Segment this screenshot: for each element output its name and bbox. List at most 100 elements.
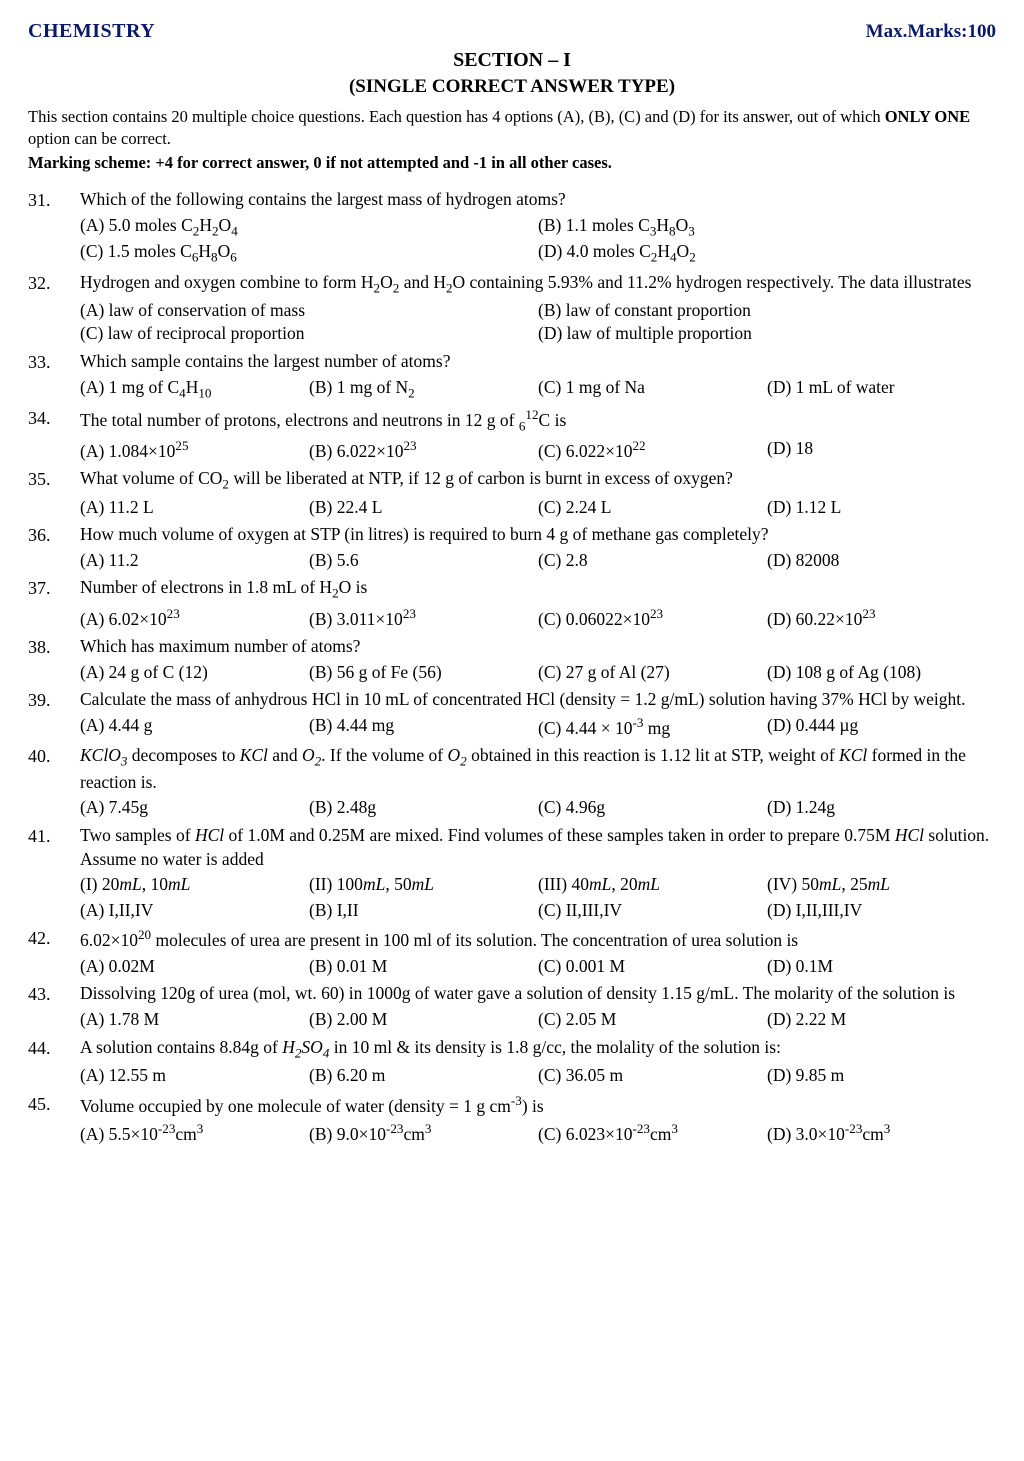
question-text: Which has maximum number of atoms? xyxy=(80,635,996,659)
option[interactable]: (C) 4.96g xyxy=(538,796,767,820)
question-number: 41. xyxy=(28,824,80,923)
option[interactable]: (D) 1.24g xyxy=(767,796,996,820)
option[interactable]: (B) 1 mg of N2 xyxy=(309,376,538,402)
question-body: Which of the following contains the larg… xyxy=(80,188,996,266)
section-title: SECTION – I xyxy=(28,47,996,74)
question: 41.Two samples of HCl of 1.0M and 0.25M … xyxy=(28,824,996,923)
subrow-cell: (IV) 50mL, 25mL xyxy=(767,873,996,897)
option[interactable]: (A) 1.084×1025 xyxy=(80,437,309,463)
option[interactable]: (A) 7.45g xyxy=(80,796,309,820)
option[interactable]: (A) 11.2 L xyxy=(80,496,309,520)
option[interactable]: (C) II,III,IV xyxy=(538,899,767,923)
question-body: Two samples of HCl of 1.0M and 0.25M are… xyxy=(80,824,996,923)
option[interactable]: (A) law of conservation of mass xyxy=(80,299,538,323)
option[interactable]: (A) 5.5×10-23cm3 xyxy=(80,1120,309,1146)
subrow-cell: (I) 20mL, 10mL xyxy=(80,873,309,897)
max-marks: Max.Marks:100 xyxy=(866,19,996,45)
question-body: Which has maximum number of atoms?(A) 24… xyxy=(80,635,996,684)
option[interactable]: (D) 1 mL of water xyxy=(767,376,996,402)
question-options: (A) 0.02M(B) 0.01 M(C) 0.001 M(D) 0.1M xyxy=(80,955,996,979)
option[interactable]: (B) 3.011×1023 xyxy=(309,605,538,631)
question-options: (A) 4.44 g(B) 4.44 mg(C) 4.44 × 10-3 mg(… xyxy=(80,714,996,740)
option[interactable]: (D) 0.444 µg xyxy=(767,714,996,740)
option[interactable]: (C) 0.001 M xyxy=(538,955,767,979)
question-body: A solution contains 8.84g of H2SO4 in 10… xyxy=(80,1036,996,1088)
question: 40.KClO3 decomposes to KCl and O2. If th… xyxy=(28,744,996,819)
option[interactable]: (B) law of constant proportion xyxy=(538,299,996,323)
option[interactable]: (B) 6.022×1023 xyxy=(309,437,538,463)
questions-list: 31.Which of the following contains the l… xyxy=(28,188,996,1146)
question-number: 42. xyxy=(28,926,80,978)
option[interactable]: (C) 1.5 moles C6H8O6 xyxy=(80,240,538,266)
option[interactable]: (C) 0.06022×1023 xyxy=(538,605,767,631)
option[interactable]: (A) 6.02×1023 xyxy=(80,605,309,631)
question-body: Hydrogen and oxygen combine to form H2O2… xyxy=(80,271,996,346)
option[interactable]: (D) 3.0×10-23cm3 xyxy=(767,1120,996,1146)
option[interactable]: (A) 4.44 g xyxy=(80,714,309,740)
subrow-cell: (II) 100mL, 50mL xyxy=(309,873,538,897)
question-options: (A) 5.5×10-23cm3(B) 9.0×10-23cm3(C) 6.02… xyxy=(80,1120,996,1146)
option[interactable]: (A) 0.02M xyxy=(80,955,309,979)
option[interactable]: (C) 6.022×1022 xyxy=(538,437,767,463)
question-number: 32. xyxy=(28,271,80,346)
option[interactable]: (D) 4.0 moles C2H4O2 xyxy=(538,240,996,266)
subject-title: CHEMISTRY xyxy=(28,18,155,45)
option[interactable]: (A) 12.55 m xyxy=(80,1064,309,1088)
question-options: (A) 5.0 moles C2H2O4(B) 1.1 moles C3H8O3… xyxy=(80,214,996,266)
question-text: What volume of CO2 will be liberated at … xyxy=(80,467,996,493)
option[interactable]: (D) 60.22×1023 xyxy=(767,605,996,631)
option[interactable]: (B) 2.48g xyxy=(309,796,538,820)
option[interactable]: (C) 1 mg of Na xyxy=(538,376,767,402)
option[interactable]: (C) 4.44 × 10-3 mg xyxy=(538,714,767,740)
question-number: 43. xyxy=(28,982,80,1031)
option[interactable]: (C) 6.023×10-23cm3 xyxy=(538,1120,767,1146)
option[interactable]: (B) 4.44 mg xyxy=(309,714,538,740)
option[interactable]: (B) 6.20 m xyxy=(309,1064,538,1088)
question-number: 33. xyxy=(28,350,80,402)
question-number: 40. xyxy=(28,744,80,819)
question: 43.Dissolving 120g of urea (mol, wt. 60)… xyxy=(28,982,996,1031)
option[interactable]: (D) 18 xyxy=(767,437,996,463)
option[interactable]: (B) 56 g of Fe (56) xyxy=(309,661,538,685)
option[interactable]: (D) 0.1M xyxy=(767,955,996,979)
option[interactable]: (B) I,II xyxy=(309,899,538,923)
option[interactable]: (B) 22.4 L xyxy=(309,496,538,520)
option[interactable]: (D) 82008 xyxy=(767,549,996,573)
subrow-cell: (III) 40mL, 20mL xyxy=(538,873,767,897)
option[interactable]: (C) law of reciprocal proportion xyxy=(80,322,538,346)
option[interactable]: (B) 0.01 M xyxy=(309,955,538,979)
option[interactable]: (C) 36.05 m xyxy=(538,1064,767,1088)
question-body: Which sample contains the largest number… xyxy=(80,350,996,402)
option[interactable]: (C) 27 g of Al (27) xyxy=(538,661,767,685)
question-options: (A) 6.02×1023(B) 3.011×1023(C) 0.06022×1… xyxy=(80,605,996,631)
option[interactable]: (A) 1.78 M xyxy=(80,1008,309,1032)
option[interactable]: (A) 24 g of C (12) xyxy=(80,661,309,685)
question-options: (A) 11.2(B) 5.6(C) 2.8(D) 82008 xyxy=(80,549,996,573)
question: 34.The total number of protons, electron… xyxy=(28,406,996,464)
option[interactable]: (B) 9.0×10-23cm3 xyxy=(309,1120,538,1146)
question-number: 31. xyxy=(28,188,80,266)
question-number: 38. xyxy=(28,635,80,684)
option[interactable]: (D) law of multiple proportion xyxy=(538,322,996,346)
option[interactable]: (C) 2.24 L xyxy=(538,496,767,520)
question-body: Number of electrons in 1.8 mL of H2O is(… xyxy=(80,576,996,631)
question-body: Calculate the mass of anhydrous HCl in 1… xyxy=(80,688,996,740)
question-text: Dissolving 120g of urea (mol, wt. 60) in… xyxy=(80,982,996,1006)
option[interactable]: (D) I,II,III,IV xyxy=(767,899,996,923)
option[interactable]: (D) 108 g of Ag (108) xyxy=(767,661,996,685)
option[interactable]: (B) 2.00 M xyxy=(309,1008,538,1032)
option[interactable]: (C) 2.05 M xyxy=(538,1008,767,1032)
option[interactable]: (A) 11.2 xyxy=(80,549,309,573)
option[interactable]: (C) 2.8 xyxy=(538,549,767,573)
option[interactable]: (A) 5.0 moles C2H2O4 xyxy=(80,214,538,240)
option[interactable]: (D) 1.12 L xyxy=(767,496,996,520)
option[interactable]: (D) 9.85 m xyxy=(767,1064,996,1088)
question-text: Calculate the mass of anhydrous HCl in 1… xyxy=(80,688,996,712)
question-body: KClO3 decomposes to KCl and O2. If the v… xyxy=(80,744,996,819)
option[interactable]: (A) I,II,IV xyxy=(80,899,309,923)
option[interactable]: (A) 1 mg of C4H10 xyxy=(80,376,309,402)
option[interactable]: (D) 2.22 M xyxy=(767,1008,996,1032)
question: 33.Which sample contains the largest num… xyxy=(28,350,996,402)
option[interactable]: (B) 1.1 moles C3H8O3 xyxy=(538,214,996,240)
option[interactable]: (B) 5.6 xyxy=(309,549,538,573)
